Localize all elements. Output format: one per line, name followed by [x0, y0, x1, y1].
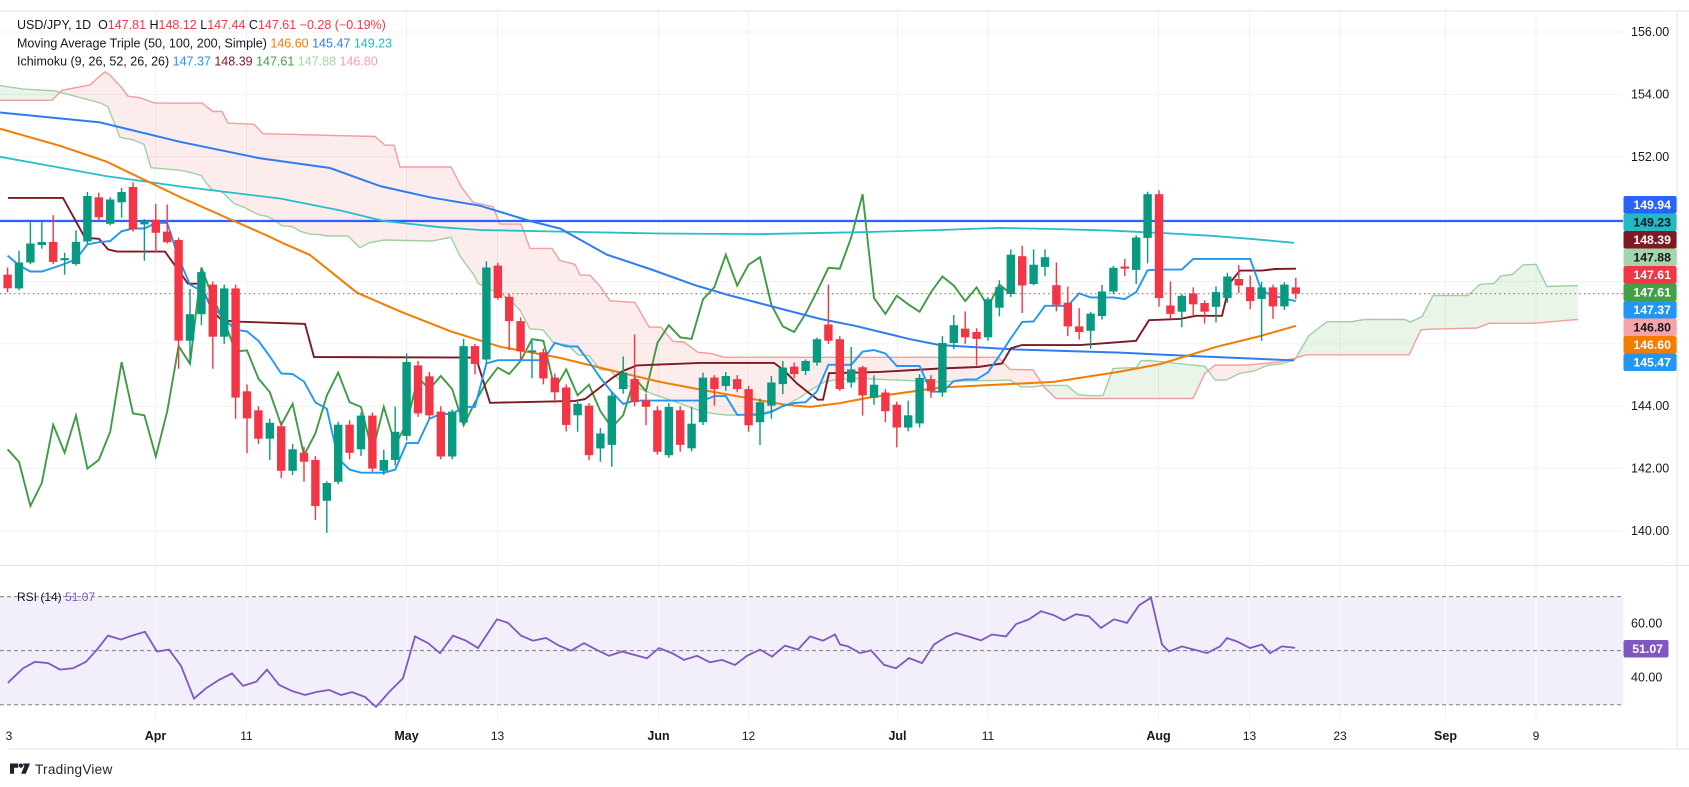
- svg-text:13: 13: [491, 729, 505, 743]
- svg-text:149.23: 149.23: [1633, 216, 1671, 230]
- svg-text:147.37: 147.37: [1633, 303, 1671, 317]
- svg-text:142.00: 142.00: [1631, 462, 1669, 476]
- svg-text:60.00: 60.00: [1631, 617, 1662, 631]
- svg-text:40.00: 40.00: [1631, 671, 1662, 685]
- svg-text:Ichimoku (9, 26, 52, 26, 26) 1: Ichimoku (9, 26, 52, 26, 26) 147.37 148.…: [17, 55, 378, 69]
- svg-text:13: 13: [1243, 729, 1257, 743]
- svg-text:23: 23: [1333, 729, 1347, 743]
- svg-text:148.39: 148.39: [1633, 233, 1671, 247]
- svg-text:Apr: Apr: [145, 729, 167, 743]
- svg-text:RSI (14) 51.07: RSI (14) 51.07: [17, 590, 95, 604]
- svg-text:TradingView: TradingView: [35, 762, 113, 777]
- svg-text:149.94: 149.94: [1633, 198, 1671, 212]
- svg-text:3: 3: [6, 729, 13, 743]
- svg-text:147.88: 147.88: [1633, 251, 1671, 265]
- svg-text:12: 12: [742, 729, 756, 743]
- svg-text:Sep: Sep: [1434, 729, 1457, 743]
- svg-text:11: 11: [240, 729, 253, 743]
- svg-text:140.00: 140.00: [1631, 524, 1669, 538]
- svg-text:152.00: 152.00: [1631, 150, 1669, 164]
- svg-text:147.61: 147.61: [1633, 268, 1671, 282]
- svg-text:144.00: 144.00: [1631, 399, 1669, 413]
- svg-text:51.07: 51.07: [1632, 642, 1663, 656]
- svg-text:May: May: [394, 729, 418, 743]
- svg-text:Aug: Aug: [1146, 729, 1170, 743]
- svg-text:145.47: 145.47: [1633, 356, 1671, 370]
- svg-text:USD/JPY, 1D O147.81 H148.12 L: USD/JPY, 1D O147.81 H148.12 L147.44 C147…: [17, 18, 386, 32]
- svg-text:Jul: Jul: [888, 729, 906, 743]
- svg-text:156.00: 156.00: [1631, 25, 1669, 39]
- svg-text:9: 9: [1533, 729, 1540, 743]
- svg-text:146.80: 146.80: [1633, 321, 1671, 335]
- svg-text:146.60: 146.60: [1633, 338, 1671, 352]
- svg-text:Moving Average Triple (50, 100: Moving Average Triple (50, 100, 200, Sim…: [17, 37, 392, 51]
- svg-text:154.00: 154.00: [1631, 87, 1669, 101]
- svg-text:147.61: 147.61: [1633, 286, 1671, 300]
- svg-text:11: 11: [982, 729, 995, 743]
- svg-text:Jun: Jun: [647, 729, 669, 743]
